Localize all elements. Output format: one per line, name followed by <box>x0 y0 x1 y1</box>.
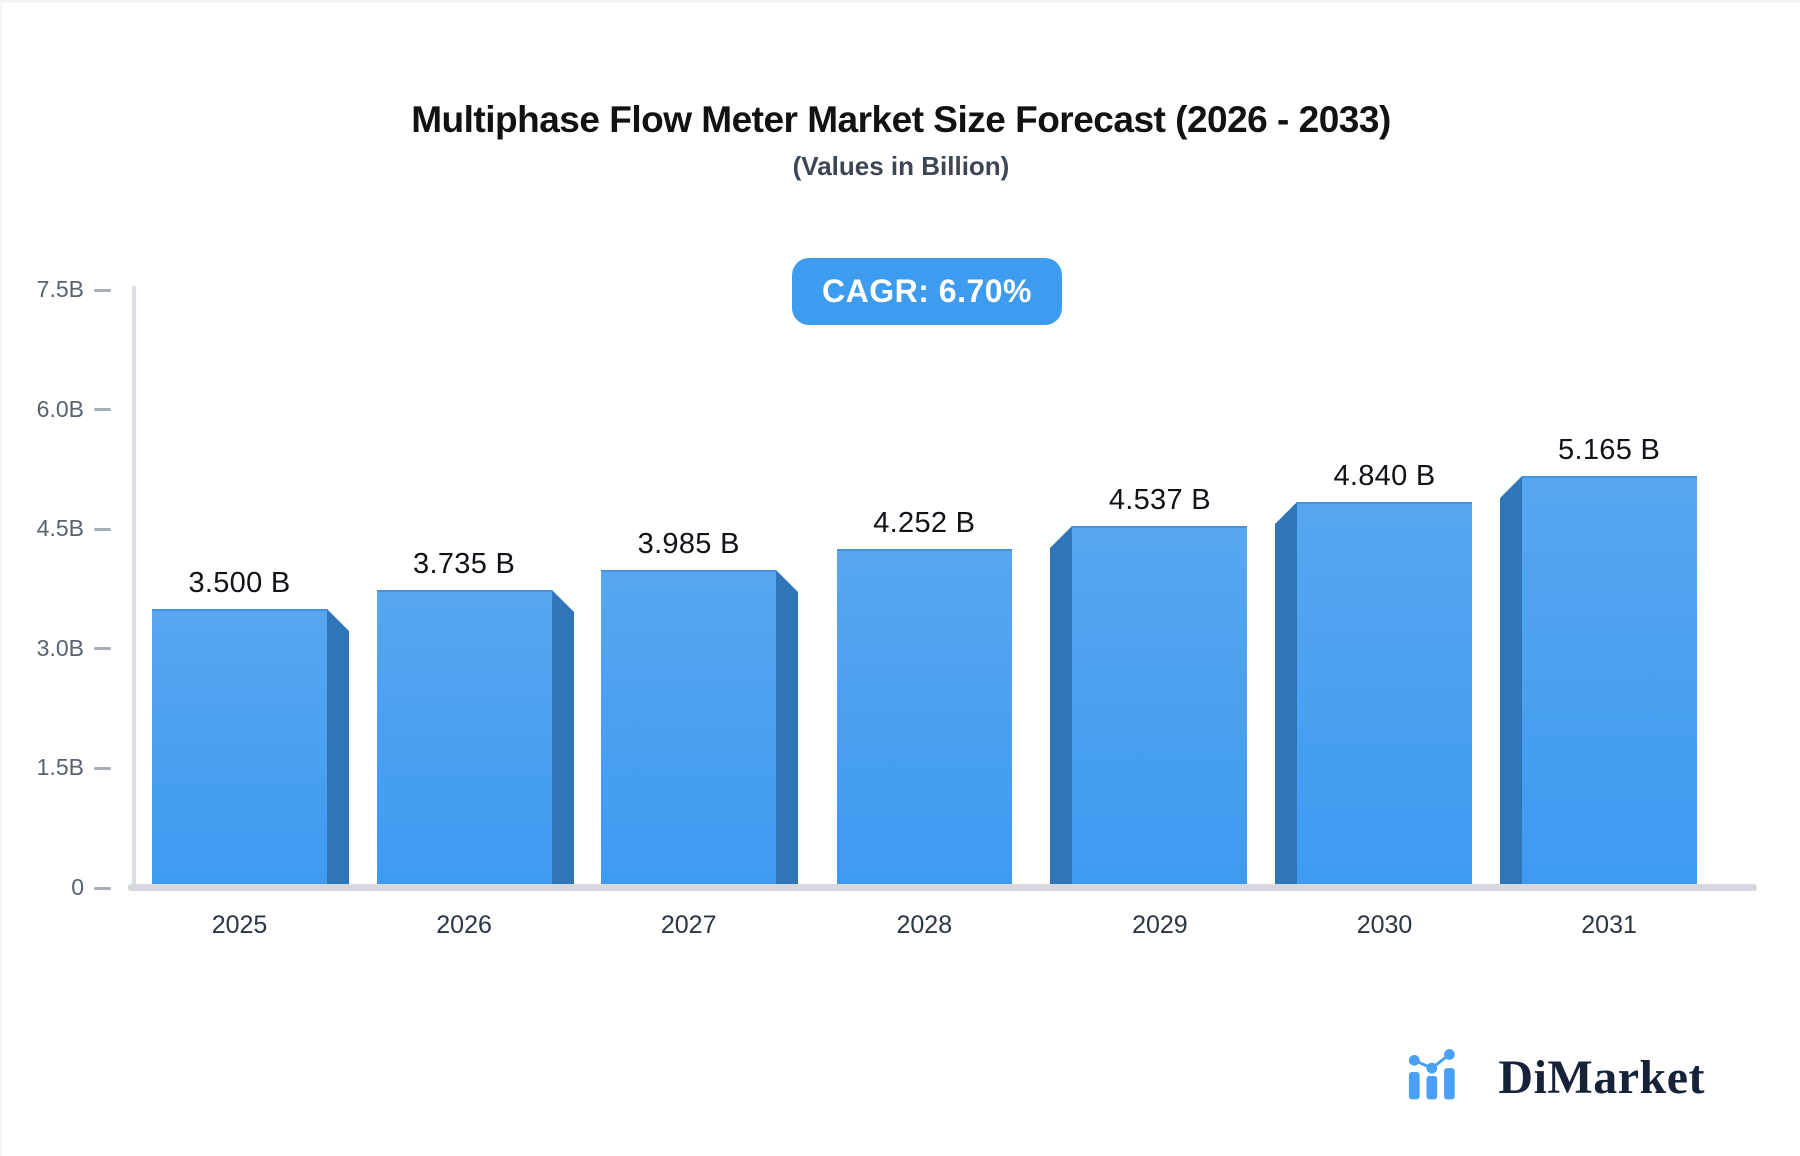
bar-2029 <box>1072 526 1248 888</box>
bar-value-label: 5.165 B <box>1558 434 1661 467</box>
bar-2028 <box>836 548 1012 888</box>
bar-value-label: 4.840 B <box>1333 460 1436 493</box>
x-axis-label: 2027 <box>660 911 717 939</box>
bar-side-surface <box>776 570 799 888</box>
bar-side-face <box>1275 502 1297 888</box>
cagr-badge: CAGR: 6.70% <box>792 258 1062 325</box>
bar-value-label: 4.252 B <box>873 506 976 539</box>
chart-title: Multiphase Flow Meter Market Size Foreca… <box>411 99 1391 140</box>
y-axis-label: 3.0B <box>36 634 84 661</box>
x-axis-label: 2025 <box>211 911 268 939</box>
y-axis-line <box>132 286 136 888</box>
bar-side-face <box>1050 526 1073 888</box>
x-axis-label: 2026 <box>436 911 492 939</box>
x-axis-baseline <box>128 884 1757 891</box>
bar-side-face <box>1499 476 1522 888</box>
bar-2030 <box>1297 502 1472 888</box>
bar-2031 <box>1521 476 1697 888</box>
bar-value-label: 3.500 B <box>188 566 291 599</box>
bar-2025 <box>152 608 327 888</box>
dimarket-logo: DiMarket <box>1406 1044 1705 1104</box>
y-tick-mark <box>94 886 111 890</box>
bar-value-label: 3.735 B <box>413 548 516 581</box>
bar-side-face <box>776 570 799 888</box>
y-tick-mark <box>94 647 111 651</box>
bar-side-face <box>327 608 349 888</box>
chart-subtitle: (Values in Billion) <box>792 151 1010 181</box>
bar-side-surface <box>1275 502 1297 888</box>
bar-2026 <box>376 590 552 888</box>
y-axis-label: 6.0B <box>36 395 84 422</box>
x-axis-label: 2028 <box>896 911 953 939</box>
x-axis-label: 2029 <box>1132 911 1188 939</box>
y-axis-label: 1.5B <box>36 754 84 781</box>
bar-2027 <box>601 570 777 888</box>
bar-value-label: 3.985 B <box>637 528 740 561</box>
x-axis-label: 2030 <box>1356 911 1413 939</box>
x-axis-label: 2031 <box>1581 911 1637 939</box>
bar-side-surface <box>327 608 349 888</box>
bar-chart-sparkline-icon <box>1406 1044 1484 1104</box>
y-tick-mark <box>94 408 111 412</box>
plot-area: 0 1.5B 3.0B 4.5B 6.0B 7.5B 3.500 B 2025 3.735 B 2… <box>2 3 1800 1156</box>
dimarket-logo-text: DiMarket <box>1498 1051 1705 1104</box>
y-tick-mark <box>94 527 111 531</box>
bar-side-surface <box>551 590 574 888</box>
bar-side-surface <box>1050 526 1073 888</box>
y-tick-mark <box>94 766 111 770</box>
y-axis-label: 7.5B <box>36 276 84 302</box>
y-axis-label: 4.5B <box>36 515 84 542</box>
bar-value-label: 4.537 B <box>1108 484 1211 517</box>
y-tick-mark <box>94 288 111 292</box>
bar-side-face <box>551 590 574 888</box>
bar-side-surface <box>1499 476 1522 888</box>
y-axis-label: 0 <box>71 874 84 900</box>
